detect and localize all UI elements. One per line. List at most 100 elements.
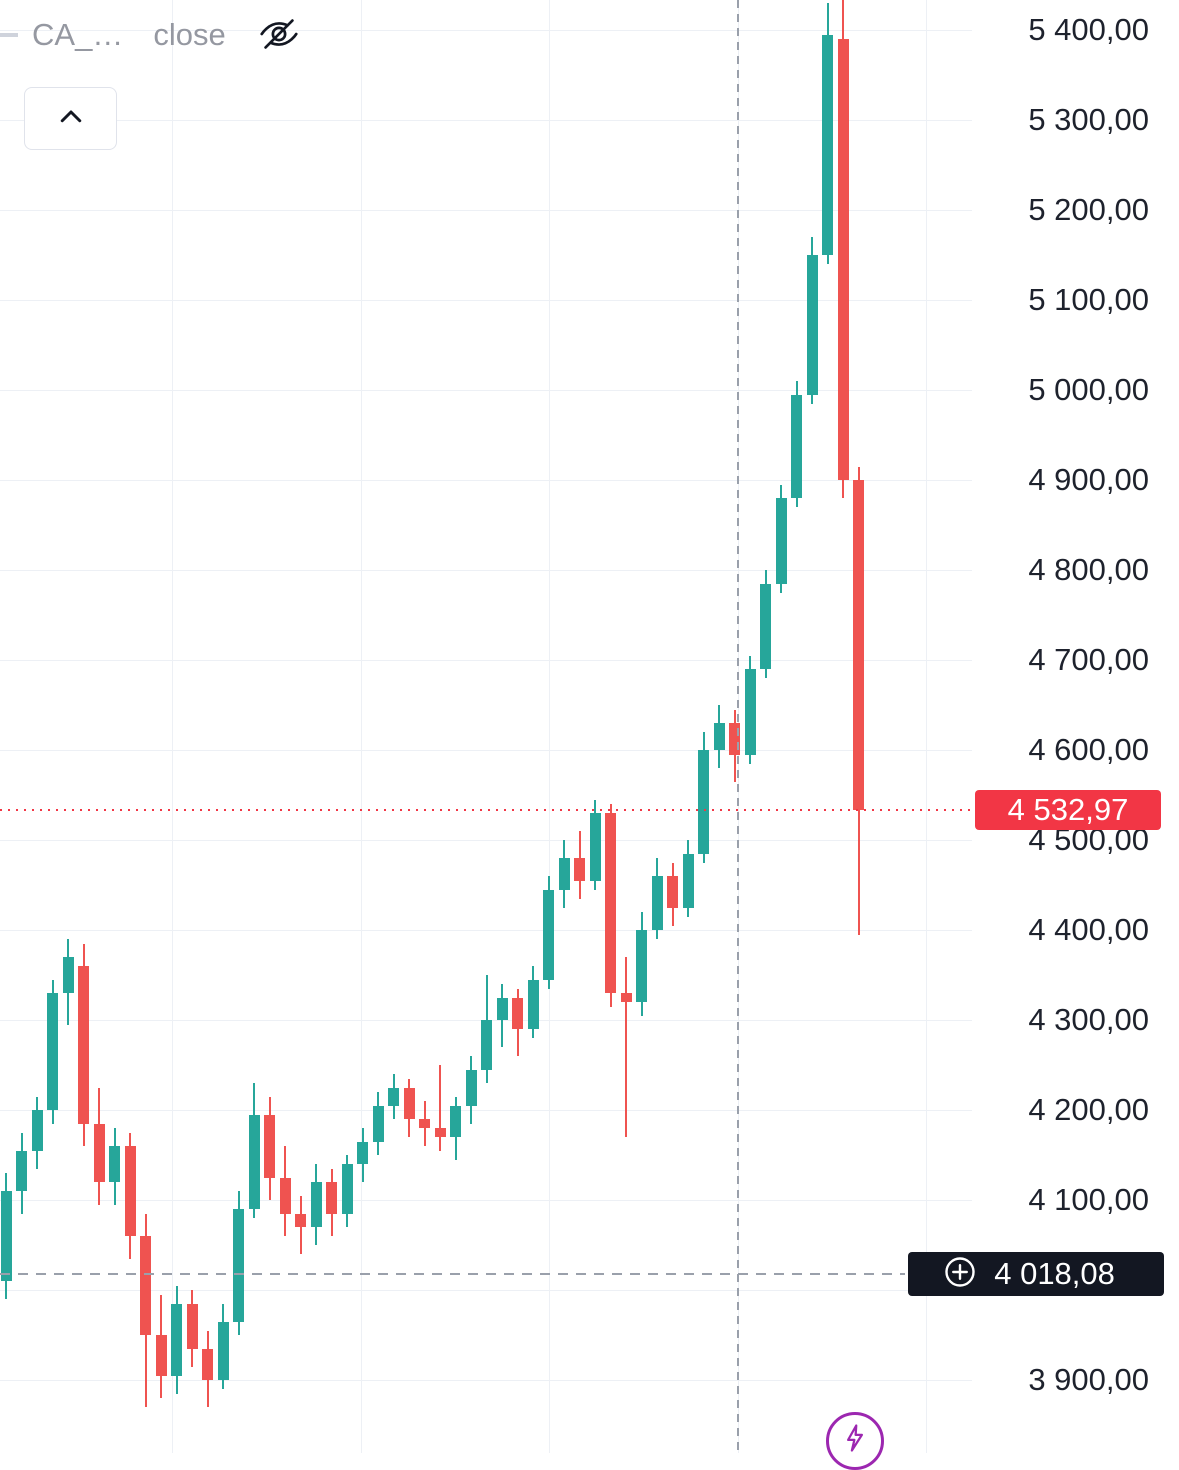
candle[interactable] [775,498,787,584]
crosshair-price-label: 4 018,08 [908,1251,1164,1296]
horizontal-gridline [0,480,972,481]
candle[interactable] [264,1114,275,1178]
price-axis-label: 5 300,00 [1028,102,1149,137]
horizontal-gridline [0,1290,972,1291]
legend: CA_… close [0,8,306,62]
candle[interactable] [0,1191,12,1281]
vertical-gridline [361,0,362,1453]
candle[interactable] [589,813,601,881]
add-order-plus-button[interactable] [920,1239,978,1308]
candle[interactable] [558,858,570,890]
candle[interactable] [372,1105,384,1142]
lightning-icon [840,1423,870,1456]
candle[interactable] [93,1123,105,1182]
candle[interactable] [713,723,725,750]
candle[interactable] [527,979,539,1029]
horizontal-gridline [0,120,972,121]
candle[interactable] [124,1146,136,1236]
current-price-label: 4 532,97 [975,790,1161,831]
candle[interactable] [729,723,740,755]
horizontal-gridline [0,300,972,301]
price-axis-label: 5 000,00 [1028,372,1149,407]
plus-circle-icon [920,1239,978,1308]
price-axis-label: 5 200,00 [1028,192,1149,227]
candle[interactable] [791,394,802,498]
candle[interactable] [186,1303,198,1349]
horizontal-gridline [0,660,972,661]
horizontal-gridline [0,1200,972,1201]
candle[interactable] [295,1213,306,1227]
candle-wick [625,957,627,1137]
price-axis-label: 4 700,00 [1028,642,1149,677]
candle[interactable] [78,966,89,1124]
vertical-gridline [549,0,550,1453]
candle[interactable] [326,1182,337,1214]
candle[interactable] [620,993,632,1002]
candle[interactable] [47,993,58,1110]
candle[interactable] [16,1150,27,1191]
price-axis-label: 4 800,00 [1028,552,1149,587]
candle[interactable] [512,997,523,1029]
candle[interactable] [248,1114,260,1209]
legend-collapse-button[interactable] [24,87,117,150]
horizontal-gridline [0,1110,972,1111]
candle[interactable] [310,1182,322,1227]
symbol-label[interactable]: CA_… [32,17,124,52]
candle[interactable] [605,813,616,993]
candle[interactable] [636,930,647,1002]
crosshair-price-text: 4 018,08 [994,1255,1115,1291]
candle[interactable] [217,1321,229,1380]
candle[interactable] [109,1146,120,1182]
candle-wick [439,1065,441,1151]
candle[interactable] [450,1105,461,1137]
candle[interactable] [853,480,864,811]
candle[interactable] [419,1119,430,1128]
candle[interactable] [171,1303,182,1376]
chevron-up-icon [56,102,86,135]
candle[interactable] [202,1348,213,1380]
candle[interactable] [481,1020,492,1070]
candle[interactable] [837,39,849,480]
vertical-gridline [172,0,173,1453]
crosshair-horizontal-line [0,1272,905,1275]
candle[interactable] [651,876,663,930]
candle[interactable] [822,34,833,255]
candle[interactable] [62,957,74,993]
candle[interactable] [233,1209,244,1322]
candle[interactable] [682,853,694,908]
horizontal-gridline [0,930,972,931]
price-axis[interactable]: 5 400,00 5 300,00 5 200,00 5 100,00 5 000,00… [967,0,1179,1453]
candle[interactable] [434,1128,446,1137]
candle[interactable] [760,583,771,669]
candle[interactable] [574,858,585,881]
candle[interactable] [543,889,554,980]
horizontal-gridline [0,840,972,841]
price-axis-label: 4 400,00 [1028,912,1149,947]
candle[interactable] [279,1177,291,1214]
candle[interactable] [698,750,709,854]
horizontal-gridline [0,390,972,391]
candle[interactable] [465,1069,477,1106]
candle[interactable] [496,997,508,1020]
candle[interactable] [140,1236,151,1335]
horizontal-gridline [0,570,972,571]
candle[interactable] [403,1087,415,1119]
vertical-gridline [926,0,927,1453]
candle[interactable] [806,255,818,395]
candle[interactable] [388,1087,399,1106]
price-axis-label: 4 200,00 [1028,1092,1149,1127]
visibility-toggle-button[interactable] [252,8,306,62]
candle[interactable] [744,669,756,755]
candle[interactable] [667,876,678,908]
price-axis-label: 5 400,00 [1028,12,1149,47]
price-axis-label: 3 900,00 [1028,1362,1149,1397]
legend-dash [0,33,18,37]
series-type-label: close [153,17,226,52]
candle[interactable] [357,1141,368,1164]
candle[interactable] [341,1164,353,1214]
candle[interactable] [31,1110,43,1151]
quick-trade-button[interactable] [826,1412,884,1470]
price-axis-label: 4 900,00 [1028,462,1149,497]
candle[interactable] [155,1335,167,1376]
